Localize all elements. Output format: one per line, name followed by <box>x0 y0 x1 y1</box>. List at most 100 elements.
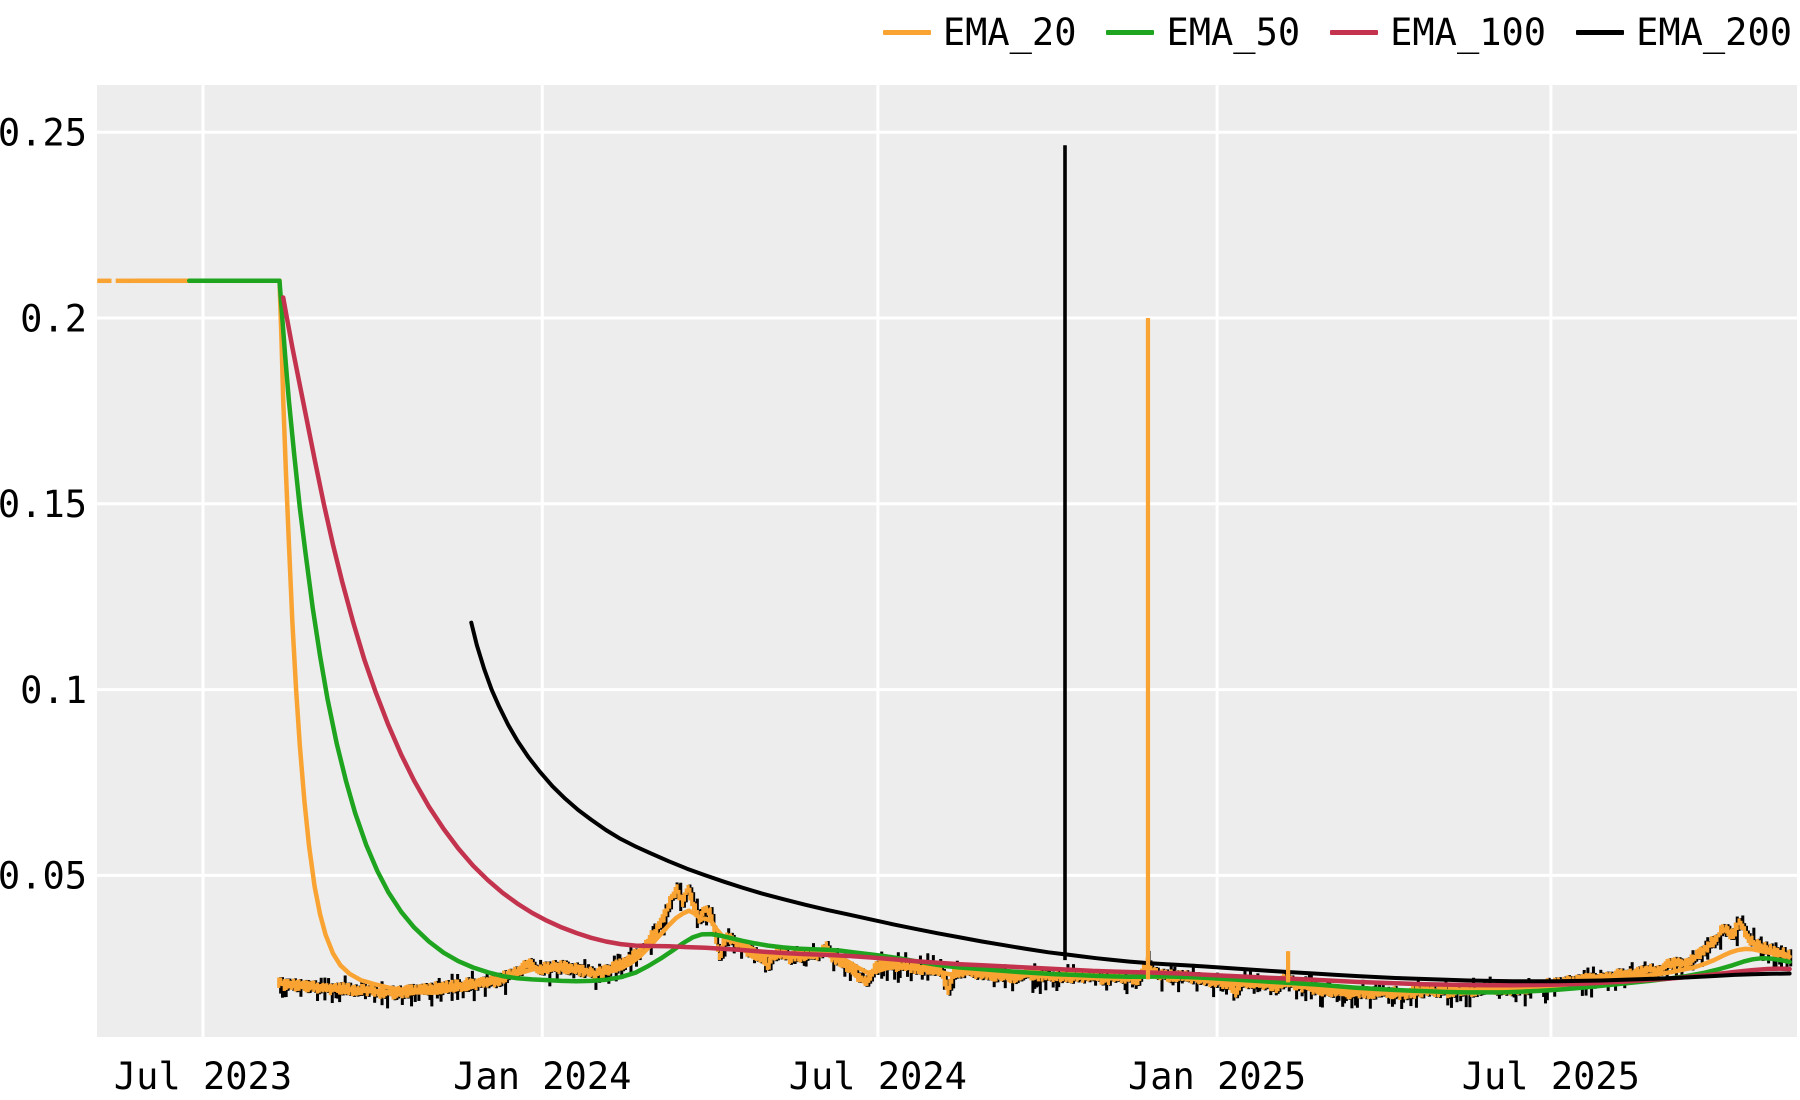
candle-body <box>848 962 852 973</box>
candle-body <box>356 986 360 996</box>
candle-body <box>721 938 725 951</box>
candle-body <box>1669 960 1673 969</box>
candle-body <box>762 954 766 965</box>
candle-body <box>876 961 880 972</box>
candle-body <box>935 962 939 975</box>
candle-body <box>1591 973 1595 982</box>
candle-body <box>1687 957 1691 966</box>
candle-body <box>443 982 447 993</box>
flat-candle-dash <box>126 278 130 284</box>
candle-shadow <box>280 977 284 998</box>
candle-shadow <box>950 978 954 991</box>
candle-shadow <box>769 957 773 971</box>
candle-body <box>1648 963 1653 973</box>
candle-body <box>833 952 838 965</box>
legend-line-swatch-ema-20 <box>882 30 931 35</box>
flat-candle-dash <box>104 278 108 284</box>
candle-shadow <box>717 943 721 961</box>
candle-body <box>361 984 366 994</box>
candle-body <box>317 984 321 993</box>
candle-body <box>1634 968 1638 981</box>
candle-body <box>773 951 777 961</box>
candle-body <box>1235 985 1240 995</box>
candle-body <box>432 985 436 994</box>
candle-body <box>645 938 650 946</box>
candle-body <box>634 949 639 958</box>
candle-body <box>867 974 871 983</box>
candle-body <box>1202 977 1206 986</box>
candle-shadow <box>716 933 720 945</box>
candle-body <box>1726 926 1730 937</box>
candle-body <box>627 954 631 963</box>
candle-body <box>752 947 757 960</box>
candle-body <box>760 956 764 963</box>
candle-shadow <box>765 956 769 967</box>
legend-item-ema-100: EMA_100 <box>1330 14 1546 51</box>
candle-body <box>1309 985 1313 992</box>
candle-body <box>349 987 353 993</box>
candle-body <box>824 941 828 953</box>
candle-body <box>430 984 434 993</box>
candle-body <box>1676 957 1680 967</box>
candle-body <box>1641 968 1645 975</box>
candle-body <box>1735 922 1739 931</box>
candle-body <box>1768 943 1772 955</box>
candle-body <box>360 983 364 995</box>
candle-body <box>1750 935 1754 946</box>
x-tick-label: Jan 2025 <box>1128 1055 1306 1098</box>
candle-body <box>1748 936 1752 946</box>
candle-body <box>789 953 793 963</box>
candle-body <box>1678 958 1682 971</box>
candle-body <box>845 961 849 972</box>
candle-body <box>756 953 760 961</box>
candle-body <box>1759 943 1763 950</box>
candle-body <box>1339 989 1343 997</box>
candle-body <box>358 987 362 996</box>
candle-body <box>520 962 524 972</box>
candle-body <box>1593 974 1597 983</box>
candle-body <box>857 973 862 983</box>
candle-body <box>618 958 622 970</box>
candle-body <box>341 982 345 994</box>
candle-body <box>1368 990 1372 999</box>
candle-body <box>529 959 533 971</box>
candle-body <box>1329 988 1334 998</box>
candle-body <box>1652 966 1656 976</box>
candle-body <box>367 986 371 994</box>
candle-body <box>334 983 338 992</box>
candle-body <box>278 977 283 986</box>
candle-body <box>1586 973 1590 983</box>
series-line-ema_100 <box>280 295 1792 988</box>
candle-body <box>666 903 670 912</box>
candle-shadow <box>666 907 670 918</box>
candle-shadow <box>1038 968 1042 994</box>
candle-body <box>1724 924 1728 934</box>
candle-shadow <box>1665 960 1669 979</box>
candle-body <box>902 960 906 970</box>
candle-body <box>291 978 296 989</box>
candle-body <box>1317 984 1321 995</box>
candle-body <box>315 982 320 994</box>
candle-body <box>843 959 847 969</box>
candle-body <box>321 982 325 993</box>
flat-candle-dash <box>99 278 103 284</box>
candle-shadow <box>657 923 661 937</box>
candle-body <box>1604 971 1608 984</box>
candle-body <box>389 985 393 997</box>
candle-shadow <box>1341 989 1345 1007</box>
candle-body <box>1141 963 1146 975</box>
candle-body <box>363 986 367 994</box>
candle-shadow <box>918 955 922 975</box>
candle-body <box>835 957 840 963</box>
candle-body <box>417 984 421 994</box>
candle-body <box>734 939 738 948</box>
candle-shadow <box>1400 988 1404 1009</box>
candle-body <box>339 985 344 995</box>
candle-shadow <box>662 913 666 936</box>
candle-body <box>688 887 692 901</box>
candle-body <box>337 982 342 995</box>
candle-shadow <box>861 968 865 984</box>
candle-shadow <box>1752 927 1756 947</box>
candle-shadow <box>1735 916 1739 947</box>
